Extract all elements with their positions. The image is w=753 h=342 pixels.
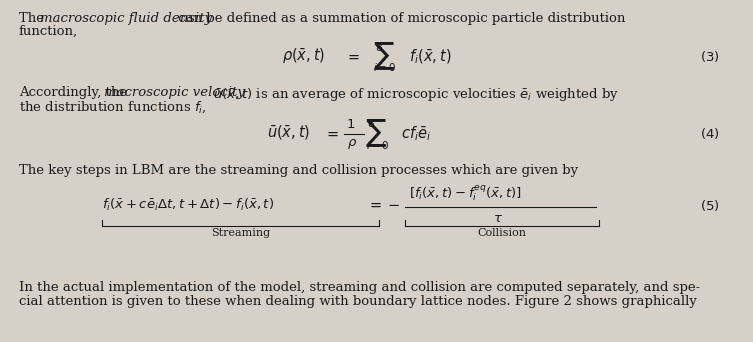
Text: $(5)$: $(5)$ [700,198,719,213]
Text: $=$: $=$ [345,50,360,63]
Text: $f_i(\bar{x} + c\bar{e}_i\Delta t, t + \Delta t) - f_i(\bar{x}, t)$: $f_i(\bar{x} + c\bar{e}_i\Delta t, t + \… [102,197,274,213]
Text: Streaming: Streaming [211,228,270,238]
Text: $i{=}0$: $i{=}0$ [366,139,389,152]
Text: macroscopic fluid density: macroscopic fluid density [40,12,212,25]
Text: $\rho$: $\rho$ [347,137,358,150]
Text: $\sum$: $\sum$ [373,40,395,73]
Text: Collision: Collision [477,228,526,238]
Text: $8$: $8$ [367,117,374,129]
Text: macroscopic velocity: macroscopic velocity [104,86,245,99]
Text: $\bar{u}(\bar{x}, t)$: $\bar{u}(\bar{x}, t)$ [267,124,310,142]
Text: The key steps in LBM are the streaming and collision processes which are given b: The key steps in LBM are the streaming a… [19,164,578,177]
Text: cial attention is given to these when dealing with boundary lattice nodes. Figur: cial attention is given to these when de… [19,295,697,308]
Text: In the actual implementation of the model, streaming and collision are computed : In the actual implementation of the mode… [19,281,700,294]
Text: $(4)$: $(4)$ [700,126,719,141]
Text: $\sum$: $\sum$ [365,117,387,149]
Text: $= -$: $= -$ [367,198,401,212]
Text: $\tau$: $\tau$ [493,212,504,225]
Text: $\bar{u}(\bar{x}, t)$ is an average of microscopic velocities $\bar{e}_i$ weight: $\bar{u}(\bar{x}, t)$ is an average of m… [209,86,620,103]
Text: can be defined as a summation of microscopic particle distribution: can be defined as a summation of microsc… [174,12,625,25]
Text: $[f_i(\bar{x}, t) - f_i^{eq}(\bar{x}, t)]$: $[f_i(\bar{x}, t) - f_i^{eq}(\bar{x}, t)… [409,184,522,203]
Text: $i{=}0$: $i{=}0$ [373,61,397,74]
Text: Accordingly, the: Accordingly, the [19,86,131,99]
Text: function,: function, [19,25,78,38]
Text: the distribution functions $f_i$,: the distribution functions $f_i$, [19,99,206,115]
Text: $(3)$: $(3)$ [700,49,719,64]
Text: $f_i(\bar{x}, t)$: $f_i(\bar{x}, t)$ [409,47,451,66]
Text: $cf_i\bar{e}_i$: $cf_i\bar{e}_i$ [401,124,431,143]
Text: The: The [19,12,48,25]
Text: $1$: $1$ [346,118,355,131]
Text: $8$: $8$ [375,41,383,53]
Text: $=$: $=$ [324,127,339,140]
Text: $\rho(\bar{x}, t)$: $\rho(\bar{x}, t)$ [282,47,325,66]
